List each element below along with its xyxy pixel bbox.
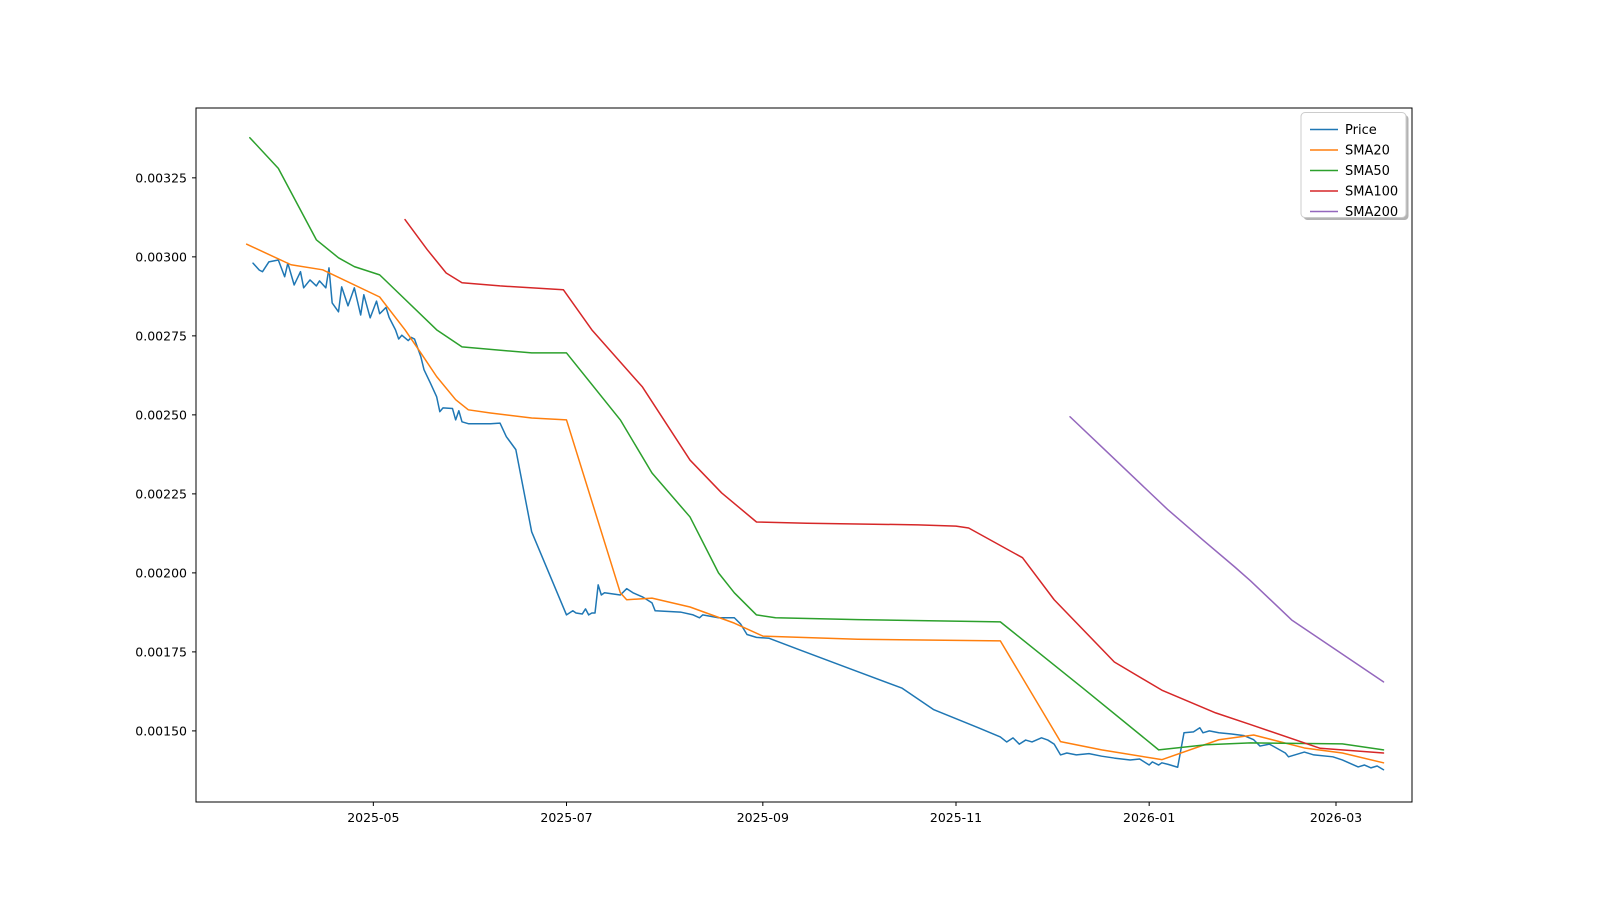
x-tick-label: 2025-05 bbox=[347, 810, 399, 825]
y-tick-label: 0.00150 bbox=[135, 723, 187, 738]
y-tick-label: 0.00225 bbox=[135, 486, 187, 501]
y-tick-label: 0.00300 bbox=[135, 249, 187, 264]
x-tick-label: 2025-09 bbox=[737, 810, 789, 825]
y-tick-label: 0.00325 bbox=[135, 170, 187, 185]
legend: Price SMA20 SMA50 SMA100 SMA200 bbox=[1300, 112, 1409, 220]
legend-entry-label: SMA100 bbox=[1345, 185, 1398, 200]
x-tick-label: 2025-07 bbox=[540, 810, 592, 825]
y-tick-label: 0.00250 bbox=[135, 407, 187, 422]
series-line-sma20 bbox=[245, 243, 1385, 764]
series-line-sma200 bbox=[1069, 416, 1385, 683]
axes-frame bbox=[195, 107, 1413, 803]
legend-entry-label: SMA200 bbox=[1345, 205, 1398, 220]
x-tick-label: 2026-01 bbox=[1123, 810, 1175, 825]
legend-entry-label: SMA50 bbox=[1345, 164, 1390, 179]
y-tick-label: 0.00175 bbox=[135, 644, 187, 659]
series-line-sma50 bbox=[249, 136, 1385, 751]
series-line-price bbox=[252, 259, 1385, 771]
y-tick-label: 0.00275 bbox=[135, 328, 187, 343]
x-tick-label: 2026-03 bbox=[1310, 810, 1362, 825]
x-axis: 2025-05 2025-07 2025-09 2025-11 2026-01 2026-… bbox=[347, 802, 1362, 825]
legend-entry-label: SMA20 bbox=[1345, 144, 1390, 159]
series-line-sma100 bbox=[404, 218, 1385, 754]
y-axis: 0.00150 0.00175 0.00200 0.00225 0.00250 0.002… bbox=[135, 170, 196, 738]
plot-spines bbox=[195, 107, 1413, 803]
legend-entry-label: Price bbox=[1345, 123, 1377, 138]
y-tick-label: 0.00200 bbox=[135, 565, 187, 580]
series-lines bbox=[245, 136, 1385, 771]
x-tick-label: 2025-11 bbox=[930, 810, 982, 825]
